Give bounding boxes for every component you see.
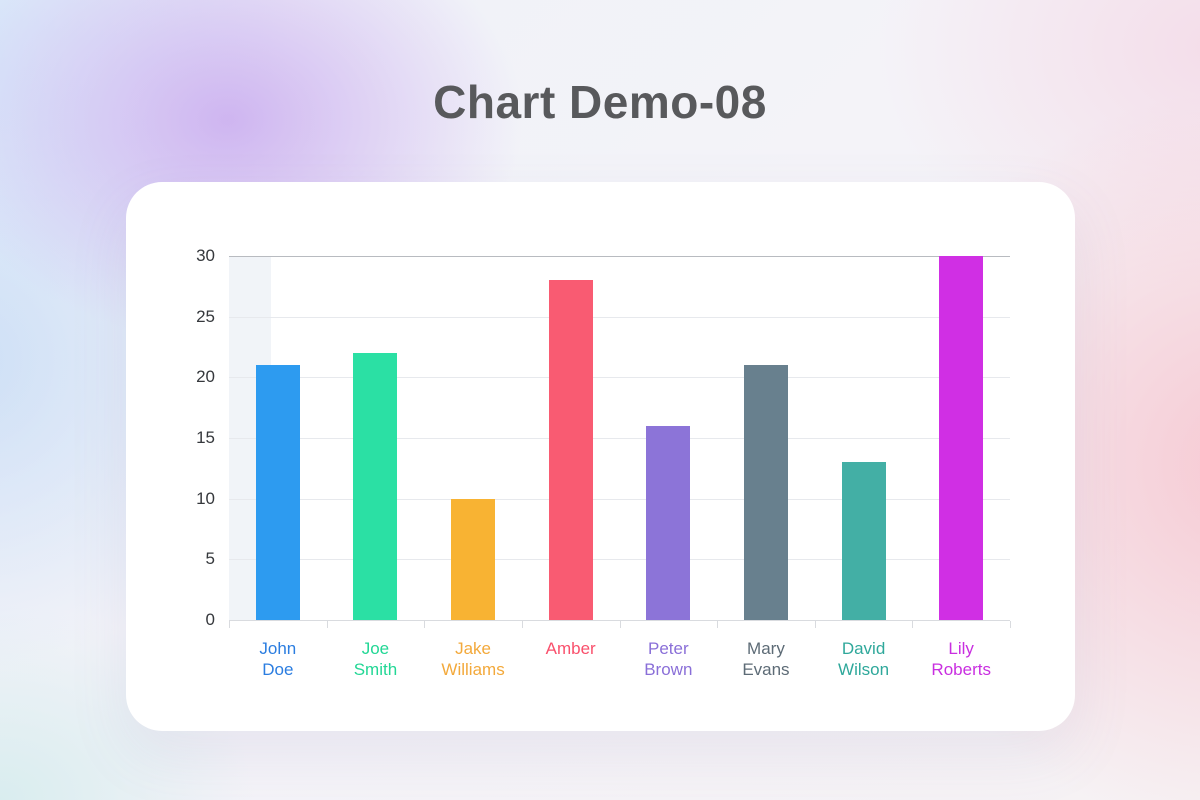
x-axis-tick-6 bbox=[814, 621, 816, 628]
x-axis-tick-4 bbox=[619, 621, 621, 628]
gridline-y-25 bbox=[229, 316, 1010, 318]
x-axis-tick-0 bbox=[229, 621, 230, 628]
gridline-y-5 bbox=[229, 559, 1010, 561]
gridline-y-0 bbox=[229, 620, 1010, 621]
x-axis-tick-8 bbox=[1010, 621, 1011, 628]
x-axis-label-peter-brown: Peter Brown bbox=[644, 639, 693, 679]
y-axis-tick-label-10: 10 bbox=[196, 488, 215, 508]
bar-joe-smith[interactable] bbox=[353, 353, 398, 620]
bar-lily-roberts[interactable] bbox=[939, 256, 984, 620]
y-axis-tick-label-20: 20 bbox=[196, 367, 215, 387]
bar-amber[interactable] bbox=[548, 280, 593, 620]
y-axis-tick-label-30: 30 bbox=[196, 246, 215, 265]
bar-chart: 0 5 10 15 20 25 30 John Doe Joe Smith Jake Willia… bbox=[126, 182, 1075, 731]
bar-peter-brown[interactable] bbox=[646, 425, 691, 620]
bar-david-wilson[interactable] bbox=[841, 462, 886, 620]
y-axis-tick-label-15: 15 bbox=[196, 428, 215, 447]
x-axis-label-mary-evans: Mary Evans bbox=[742, 639, 790, 679]
y-axis-tick-label-0: 0 bbox=[205, 610, 215, 629]
x-axis-tick-5 bbox=[717, 621, 719, 628]
x-axis-label-amber: Amber bbox=[545, 639, 596, 658]
bar-john-doe[interactable] bbox=[255, 365, 300, 620]
bar-jake-williams[interactable] bbox=[451, 498, 496, 620]
gridline-y-20 bbox=[229, 377, 1010, 379]
x-axis-tick-1 bbox=[326, 621, 328, 628]
y-axis-tick-label-5: 5 bbox=[205, 549, 215, 569]
page-title: Chart Demo-08 bbox=[433, 76, 767, 128]
x-axis-tick-7 bbox=[912, 621, 914, 628]
x-axis-label-john-doe: John Doe bbox=[259, 639, 297, 679]
y-axis-tick-label-25: 25 bbox=[196, 306, 215, 326]
x-axis-tick-3 bbox=[521, 621, 523, 628]
bar-mary-evans[interactable] bbox=[743, 365, 788, 620]
gridline-y-10 bbox=[229, 498, 1010, 500]
gridline-y-15 bbox=[229, 438, 1010, 439]
gridline-y-30 bbox=[229, 256, 1010, 257]
x-axis-label-lily-roberts: Lily Roberts bbox=[931, 639, 991, 679]
chart-card: 0 5 10 15 20 25 30 John Doe Joe Smith Jake Willia… bbox=[126, 182, 1075, 731]
x-axis-tick-2 bbox=[424, 621, 426, 628]
x-axis-label-joe-smith: Joe Smith bbox=[353, 639, 398, 679]
x-axis-label-david-wilson: David Wilson bbox=[838, 639, 890, 679]
x-axis-label-jake-williams: Jake Williams bbox=[441, 639, 505, 679]
